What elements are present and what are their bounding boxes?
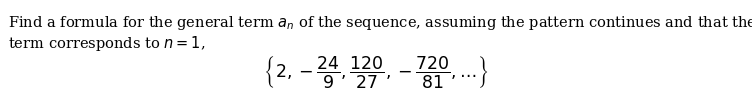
Text: term corresponds to $n = 1$,: term corresponds to $n = 1$,: [8, 34, 205, 53]
Text: Find a formula for the general term $a_n$ of the sequence, assuming the pattern : Find a formula for the general term $a_n…: [8, 14, 752, 32]
Text: $\left\{2, -\dfrac{24}{9}, \dfrac{120}{27}, -\dfrac{720}{81}, \ldots\right\}$: $\left\{2, -\dfrac{24}{9}, \dfrac{120}{2…: [263, 54, 489, 90]
